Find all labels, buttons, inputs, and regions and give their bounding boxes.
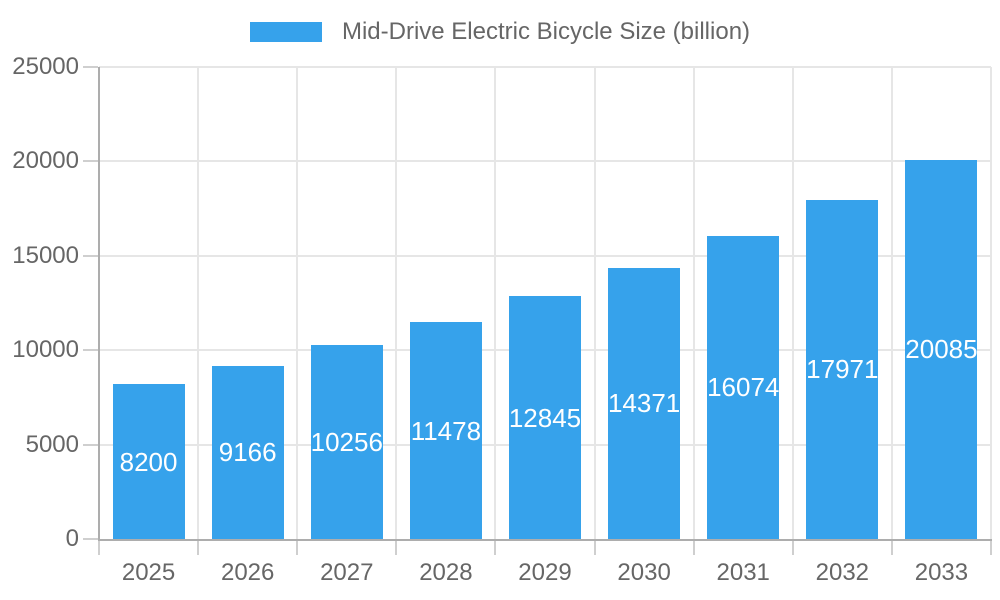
x-axis-label: 2033 <box>914 559 969 586</box>
bar-value-label: 14371 <box>607 388 681 419</box>
y-axis-line <box>98 67 100 541</box>
x-axis-tick <box>692 541 695 555</box>
bar-2030[interactable]: 14371 <box>607 267 681 539</box>
y-axis-tick <box>83 538 98 540</box>
x-axis-tick <box>890 541 893 555</box>
x-axis-tick <box>197 541 200 555</box>
gridline-y-15000 <box>99 254 991 257</box>
x-axis-label: 2032 <box>815 559 870 586</box>
bar-2032[interactable]: 17971 <box>806 199 879 539</box>
y-axis-tick <box>83 349 98 352</box>
legend-label: Mid-Drive Electric Bicycle Size (billion… <box>341 18 751 45</box>
y-axis-label: 0 <box>65 525 79 552</box>
bar-2029[interactable]: 12845 <box>509 296 581 539</box>
gridline-x <box>791 67 794 539</box>
bar-value-label: 17971 <box>806 354 879 385</box>
y-axis-tick <box>83 66 98 68</box>
bar-2033[interactable]: 20085 <box>905 159 978 539</box>
y-axis-label: 20000 <box>12 147 79 175</box>
bar-value-label: 11478 <box>410 415 482 446</box>
gridline-x <box>395 67 398 539</box>
x-axis-tick <box>296 541 299 555</box>
x-axis-tick <box>791 541 794 555</box>
x-axis-label: 2025 <box>121 559 176 586</box>
gridline-x <box>296 67 299 539</box>
bar-value-label: 10256 <box>310 427 383 458</box>
bar-value-label: 12845 <box>508 402 582 433</box>
bar-value-label: 8200 <box>119 446 178 477</box>
x-axis-label: 2028 <box>419 559 473 586</box>
x-axis-tick <box>98 541 100 555</box>
gridline-x <box>494 67 497 539</box>
y-axis-label: 5000 <box>25 430 79 458</box>
y-axis-tick <box>83 254 98 257</box>
x-axis-label: 2031 <box>716 559 770 586</box>
x-axis-label: 2026 <box>220 559 275 586</box>
y-axis-label: 10000 <box>12 336 79 364</box>
gridline-x <box>890 67 893 539</box>
y-axis-tick <box>83 160 98 163</box>
legend[interactable]: Mid-Drive Electric Bicycle Size (billion… <box>0 20 1000 44</box>
bar-2026[interactable]: 9166 <box>211 365 284 539</box>
y-axis-label: 25000 <box>12 53 79 80</box>
x-axis-tick <box>395 541 398 555</box>
gridline-x <box>593 67 596 539</box>
bar-2028[interactable]: 11478 <box>409 322 482 539</box>
gridline-y-25000 <box>99 66 991 68</box>
y-axis-tick <box>83 443 98 446</box>
bar-value-label: 16074 <box>707 372 780 403</box>
x-axis-tick <box>990 541 992 555</box>
x-axis-tick <box>494 541 497 555</box>
gridline-x <box>990 67 992 539</box>
bar-value-label: 20085 <box>905 334 978 365</box>
gridline-x <box>197 67 200 539</box>
bar-2025[interactable]: 8200 <box>112 384 185 539</box>
legend-color-swatch <box>249 22 322 42</box>
x-axis-label: 2030 <box>617 559 671 586</box>
gridline-y-20000 <box>99 160 991 163</box>
x-axis-tick <box>593 541 596 555</box>
bar-2027[interactable]: 10256 <box>311 345 383 539</box>
x-axis-line <box>98 539 992 541</box>
y-axis-label: 15000 <box>12 241 79 269</box>
gridline-x <box>692 67 695 539</box>
bar-2031[interactable]: 16074 <box>707 235 780 539</box>
x-axis-label: 2027 <box>320 559 374 586</box>
x-axis-label: 2029 <box>518 559 572 586</box>
bar-value-label: 9166 <box>218 437 277 468</box>
